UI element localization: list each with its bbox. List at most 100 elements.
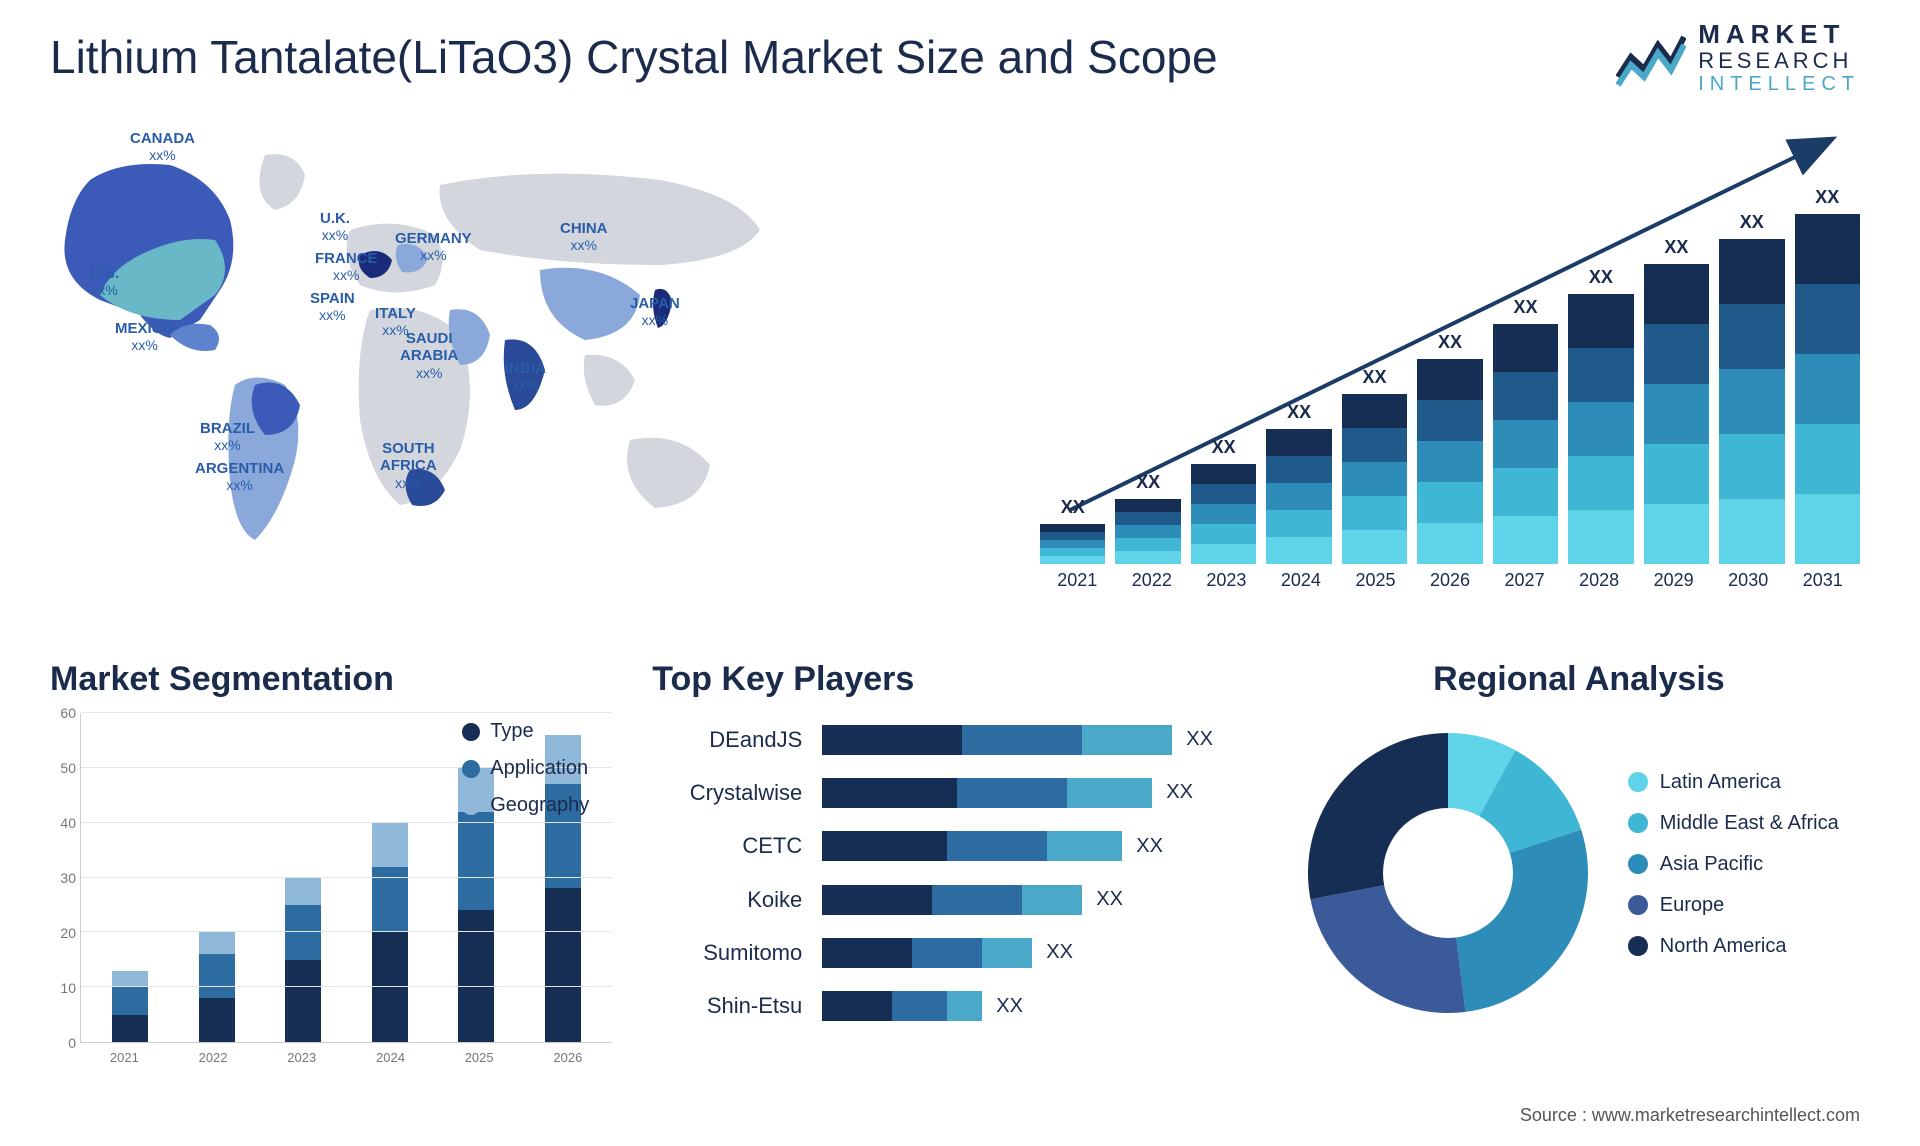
seg-y-tick: 60 — [60, 705, 76, 721]
growth-x-tick: 2026 — [1413, 570, 1488, 600]
seg-bar — [112, 971, 148, 1042]
seg-x-tick: 2022 — [199, 1050, 228, 1065]
player-label: Koike — [652, 887, 802, 913]
growth-x-tick: 2022 — [1115, 570, 1190, 600]
world-map: CANADAxx% U.S.xx% MEXICOxx% U.K.xx% FRANCExx… — [40, 120, 960, 620]
regional-legend: Latin America Middle East & Africa Asia Pa… — [1628, 771, 1860, 976]
growth-bar-label: XX — [1589, 267, 1613, 288]
growth-x-tick: 2021 — [1040, 570, 1115, 600]
region-legend-item: Europe — [1628, 894, 1860, 917]
region-legend-item: Latin America — [1628, 771, 1860, 794]
growth-bar-label: XX — [1212, 437, 1236, 458]
segmentation-legend: TypeApplicationGeography — [462, 720, 632, 831]
seg-y-tick: 30 — [60, 870, 76, 886]
growth-bar-label: XX — [1740, 212, 1764, 233]
logo-line3: INTELLECT — [1698, 73, 1860, 95]
map-label: FRANCExx% — [315, 250, 378, 285]
map-label: U.S.xx% — [90, 265, 119, 300]
growth-bar: XX — [1795, 187, 1860, 564]
key-players-panel: Top Key Players DEandJS Crystalwise CETC Ko… — [652, 660, 1258, 1060]
seg-y-tick: 40 — [60, 815, 76, 831]
map-label: BRAZILxx% — [200, 420, 255, 455]
growth-x-tick: 2024 — [1264, 570, 1339, 600]
growth-bar-label: XX — [1513, 297, 1537, 318]
growth-bar: XX — [1266, 402, 1331, 564]
map-label: MEXICOxx% — [115, 320, 174, 355]
growth-bar-label: XX — [1136, 472, 1160, 493]
key-players-chart: DEandJS Crystalwise CETC Koike Sumitomo Shin-… — [652, 713, 1258, 1033]
player-value: XX — [1046, 941, 1073, 964]
seg-bar — [285, 878, 321, 1043]
region-legend-item: North America — [1628, 935, 1860, 958]
brand-logo: MARKET RESEARCH INTELLECT — [1616, 20, 1860, 95]
growth-bar-label: XX — [1061, 497, 1085, 518]
source-text: Source : www.marketresearchintellect.com — [1520, 1105, 1860, 1126]
page-title: Lithium Tantalate(LiTaO3) Crystal Market… — [50, 30, 1218, 84]
growth-bar: XX — [1191, 437, 1256, 564]
logo-line2: RESEARCH — [1698, 49, 1860, 73]
growth-bar: XX — [1417, 332, 1482, 564]
seg-x-tick: 2023 — [287, 1050, 316, 1065]
seg-y-tick: 0 — [68, 1035, 76, 1051]
growth-bar: XX — [1568, 267, 1633, 564]
growth-bar-label: XX — [1815, 187, 1839, 208]
seg-legend-item: Type — [462, 720, 632, 743]
growth-bar: XX — [1115, 472, 1180, 564]
player-label: CETC — [652, 833, 802, 859]
player-bar-row: XX — [822, 778, 1258, 808]
player-label: Shin-Etsu — [652, 993, 802, 1019]
player-label: Sumitomo — [652, 940, 802, 966]
seg-bar — [199, 932, 235, 1042]
map-label: U.K.xx% — [320, 210, 350, 245]
map-label: ARGENTINAxx% — [195, 460, 284, 495]
growth-bar: XX — [1719, 212, 1784, 564]
player-bar-row: XX — [822, 885, 1258, 915]
growth-bar-label: XX — [1287, 402, 1311, 423]
growth-x-tick: 2028 — [1562, 570, 1637, 600]
growth-bar-label: XX — [1438, 332, 1462, 353]
player-bar-row: XX — [822, 938, 1258, 968]
segmentation-title: Market Segmentation — [50, 660, 612, 699]
regional-panel: Regional Analysis Latin America Middle Ea… — [1298, 660, 1860, 1060]
key-players-title: Top Key Players — [652, 660, 1258, 699]
growth-x-tick: 2029 — [1636, 570, 1711, 600]
player-bar-row: XX — [822, 725, 1258, 755]
growth-x-tick: 2031 — [1785, 570, 1860, 600]
player-label: Crystalwise — [652, 780, 802, 806]
player-value: XX — [1136, 835, 1163, 858]
growth-bar: XX — [1040, 497, 1105, 564]
map-label: SOUTHAFRICAxx% — [380, 440, 437, 492]
player-label: DEandJS — [652, 727, 802, 753]
growth-x-tick: 2027 — [1487, 570, 1562, 600]
seg-y-tick: 10 — [60, 980, 76, 996]
player-value: XX — [996, 995, 1023, 1018]
seg-legend-item: Geography — [462, 794, 632, 817]
map-label: CHINAxx% — [560, 220, 608, 255]
seg-x-tick: 2024 — [376, 1050, 405, 1065]
logo-line1: MARKET — [1698, 20, 1860, 49]
logo-icon — [1616, 27, 1686, 87]
growth-bar-label: XX — [1664, 237, 1688, 258]
seg-x-tick: 2025 — [465, 1050, 494, 1065]
region-legend-item: Asia Pacific — [1628, 853, 1860, 876]
growth-x-tick: 2023 — [1189, 570, 1264, 600]
seg-y-tick: 20 — [60, 925, 76, 941]
growth-x-tick: 2025 — [1338, 570, 1413, 600]
seg-y-tick: 50 — [60, 760, 76, 776]
growth-bar: XX — [1644, 237, 1709, 564]
growth-bar: XX — [1493, 297, 1558, 564]
player-value: XX — [1096, 888, 1123, 911]
region-legend-item: Middle East & Africa — [1628, 812, 1860, 835]
map-label: SPAINxx% — [310, 290, 355, 325]
growth-bar-label: XX — [1363, 367, 1387, 388]
player-value: XX — [1166, 781, 1193, 804]
regional-title: Regional Analysis — [1298, 660, 1860, 699]
map-label: SAUDIARABIAxx% — [400, 330, 458, 382]
growth-chart: XXXXXXXXXXXXXXXXXXXXXX 20212022202320242… — [1040, 140, 1860, 600]
growth-bar: XX — [1342, 367, 1407, 564]
map-label: INDIAxx% — [505, 360, 546, 395]
player-bar-row: XX — [822, 831, 1258, 861]
map-svg — [40, 120, 960, 620]
map-label: GERMANYxx% — [395, 230, 472, 265]
map-label: CANADAxx% — [130, 130, 195, 165]
